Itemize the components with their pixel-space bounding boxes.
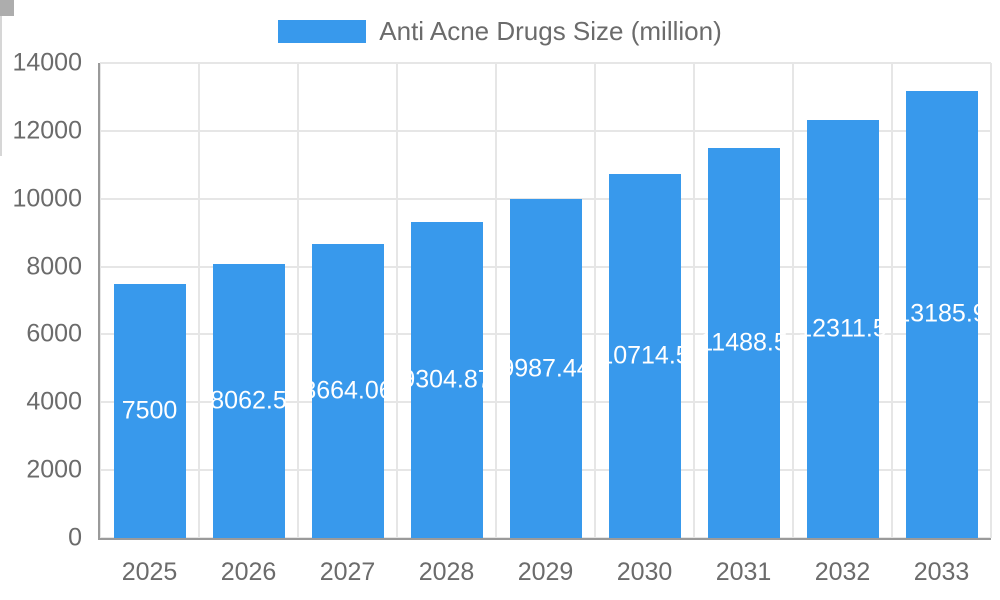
bar-2025[interactable] [113, 283, 186, 538]
x-tick-label-2030: 2030 [616, 558, 673, 586]
gridline-h-10000 [100, 198, 991, 200]
gridline-v-6 [693, 63, 695, 538]
bar-2033[interactable] [905, 90, 978, 538]
y-tick-mark-0 [0, 0, 14, 2]
y-tick-label-4000: 4000 [26, 387, 82, 416]
x-tick-mark-5 [0, 86, 2, 100]
bar-2031[interactable] [707, 148, 780, 538]
bar-2027[interactable] [311, 244, 384, 538]
gridline-v-7 [792, 63, 794, 538]
x-tick-label-2031: 2031 [715, 558, 772, 586]
gridline-h-12000 [100, 130, 991, 132]
y-tick-label-14000: 14000 [12, 48, 82, 77]
x-tick-mark-8 [0, 128, 2, 142]
x-tick-label-2029: 2029 [517, 558, 574, 586]
y-tick-label-8000: 8000 [26, 252, 82, 281]
y-tick-mark-8000 [0, 8, 14, 10]
y-tick-mark-14000 [0, 14, 14, 16]
bar-2026[interactable] [212, 264, 285, 538]
x-axis-line [98, 538, 991, 540]
x-tick-mark-3 [0, 58, 2, 72]
bar-value-label-2032: 12311.5 [798, 314, 887, 343]
y-axis-line [98, 63, 100, 540]
x-tick-mark-7 [0, 114, 2, 128]
y-tick-mark-6000 [0, 6, 14, 8]
bar-value-label-2025: 7500 [121, 396, 178, 425]
gridline-v-0 [99, 63, 101, 538]
bar-value-label-2033: 13185.9 [896, 299, 987, 328]
gridline-v-1 [198, 63, 200, 538]
y-tick-label-6000: 6000 [26, 319, 82, 348]
gridline-h-14000 [100, 62, 991, 64]
bar-value-label-2028: 9304.87 [401, 365, 492, 394]
plot-area: 0 2000 4000 6000 8000 10000 12000 14000 7500 2025… [0, 0, 1000, 586]
x-tick-label-2028: 2028 [418, 558, 475, 586]
y-tick-mark-10000 [0, 10, 14, 12]
bar-value-label-2027: 8664.06 [302, 376, 393, 405]
x-tick-label-2027: 2027 [319, 558, 376, 586]
x-tick-mark-1 [0, 30, 2, 44]
bar-value-label-2031: 11488.5 [699, 328, 788, 357]
legend-label: Anti Acne Drugs Size (million) [379, 16, 722, 46]
y-tick-label-2000: 2000 [26, 455, 82, 484]
gridline-v-2 [297, 63, 299, 538]
x-tick-mark-4 [0, 72, 2, 86]
bar-value-label-2029: 9987.44 [500, 354, 591, 383]
y-tick-mark-4000 [0, 4, 14, 6]
gridline-v-8 [891, 63, 893, 538]
x-tick-label-2033: 2033 [913, 558, 970, 586]
gridline-v-5 [594, 63, 596, 538]
bar-value-label-2026: 8062.5 [210, 386, 287, 415]
x-tick-label-2032: 2032 [814, 558, 871, 586]
y-tick-label-0: 0 [68, 523, 82, 552]
x-tick-label-2026: 2026 [220, 558, 277, 586]
y-tick-mark-2000 [0, 2, 14, 4]
x-tick-mark-2 [0, 44, 2, 58]
bar-2032[interactable] [806, 120, 879, 538]
bar-2029[interactable] [509, 199, 582, 538]
legend[interactable]: Anti Acne Drugs Size (million) [0, 17, 1000, 45]
x-tick-mark-6 [0, 100, 2, 114]
bar-2030[interactable] [608, 174, 681, 538]
bar-2028[interactable] [410, 222, 483, 538]
y-tick-label-10000: 10000 [12, 184, 82, 213]
gridline-v-9 [990, 63, 992, 538]
x-tick-mark-0 [0, 16, 2, 30]
gridline-v-4 [495, 63, 497, 538]
bar-value-label-2030: 10714.5 [599, 341, 690, 370]
x-tick-mark-9 [0, 142, 2, 156]
y-tick-mark-12000 [0, 12, 14, 14]
gridline-v-3 [396, 63, 398, 538]
legend-swatch [278, 19, 367, 43]
y-tick-label-12000: 12000 [12, 116, 82, 145]
x-tick-label-2025: 2025 [121, 558, 178, 586]
